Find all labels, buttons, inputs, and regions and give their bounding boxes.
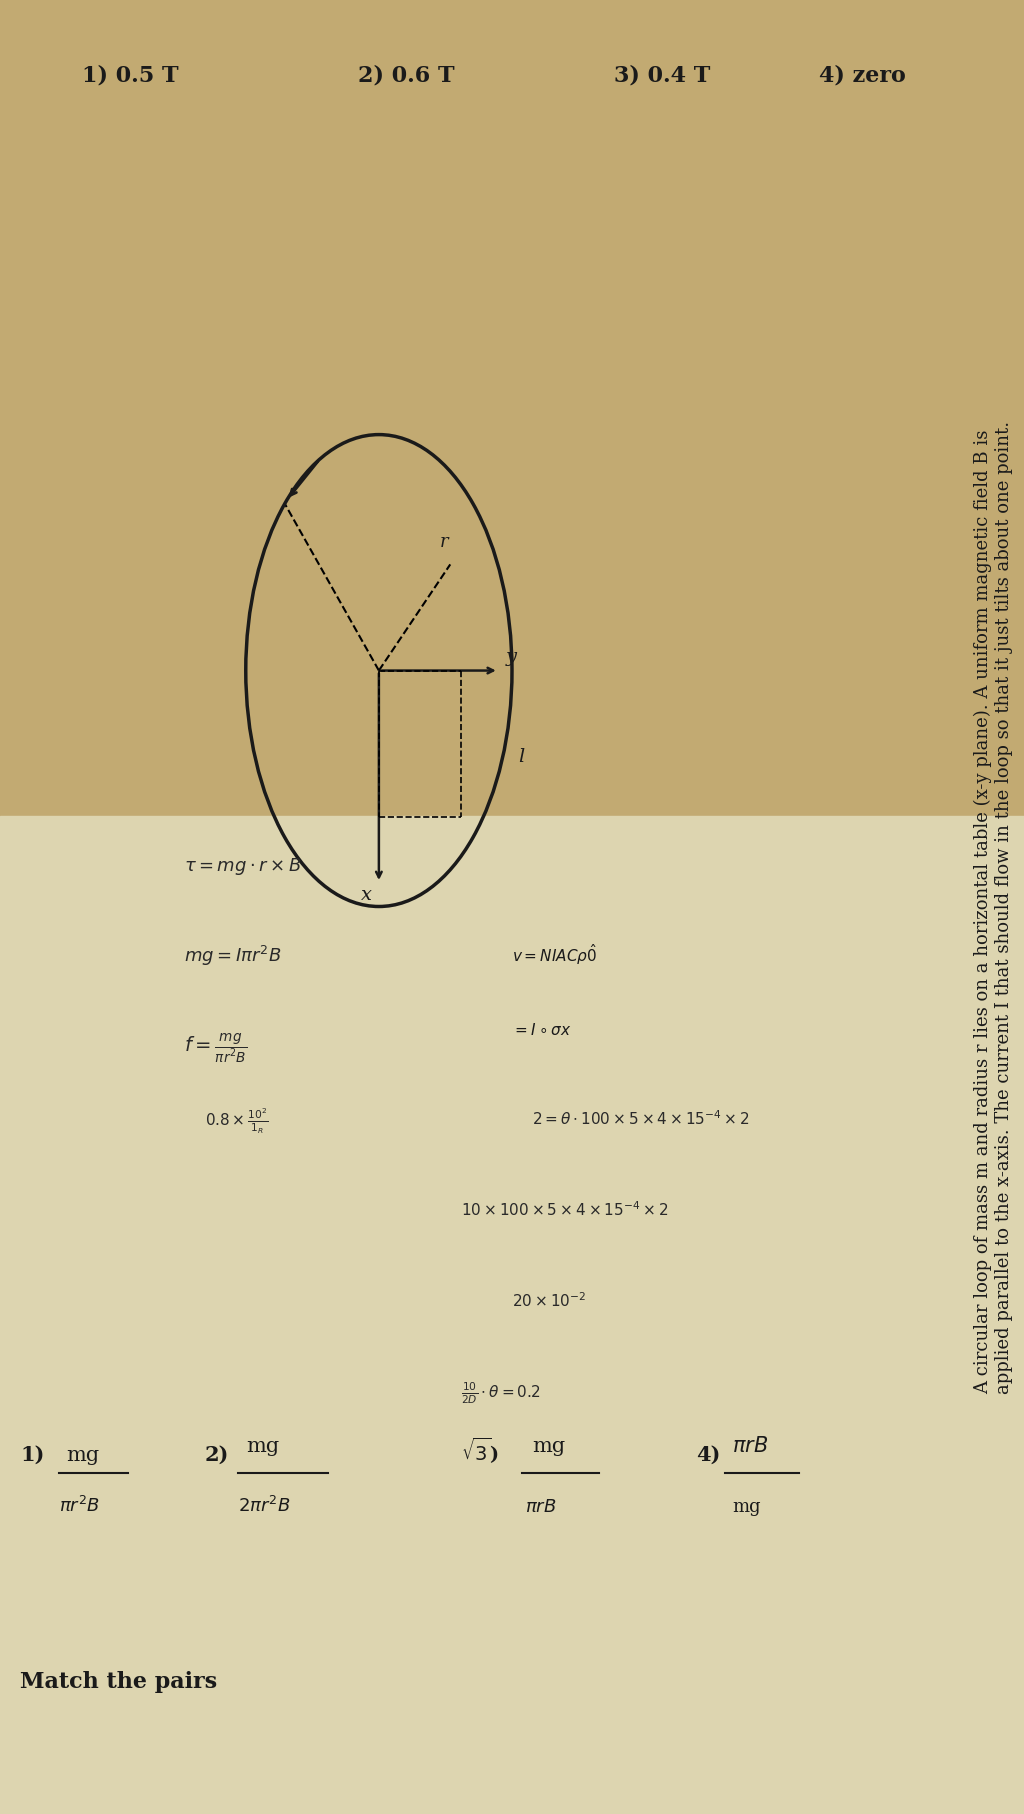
Text: $\frac{10}{2D} \cdot \theta = 0.2$: $\frac{10}{2D} \cdot \theta = 0.2$ [461,1380,541,1406]
Text: $f = \frac{mg}{\pi r^2 B}$: $f = \frac{mg}{\pi r^2 B}$ [184,1030,248,1065]
Text: mg: mg [67,1446,99,1464]
Text: x: x [360,885,372,903]
Text: mg: mg [246,1437,279,1455]
Text: $2\pi r^2 B$: $2\pi r^2 B$ [238,1495,290,1515]
Text: mg: mg [532,1437,565,1455]
Text: A circular loop of mass m and radius r lies on a horizontal table (x-y plane). A: A circular loop of mass m and radius r l… [974,421,1013,1393]
Text: $\pi r B$: $\pi r B$ [525,1497,557,1515]
Text: 3) 0.4 T: 3) 0.4 T [614,65,711,87]
Text: Match the pairs: Match the pairs [20,1671,218,1692]
Text: r: r [440,533,449,551]
Text: $\pi r B$: $\pi r B$ [732,1435,768,1455]
Text: 1): 1) [20,1444,45,1464]
Text: $0.8 \times \frac{10^2}{1_R}$: $0.8 \times \frac{10^2}{1_R}$ [205,1105,268,1136]
Text: mg: mg [732,1497,761,1515]
Text: 2): 2) [205,1444,229,1464]
Text: $20 \times 10^{-2}$: $20 \times 10^{-2}$ [512,1290,587,1310]
Bar [0,816,1024,1814]
Bar [0,0,1024,816]
Text: 4) zero: 4) zero [819,65,906,87]
Text: 2) 0.6 T: 2) 0.6 T [358,65,455,87]
Text: l: l [518,747,524,766]
Text: $mg = I \pi r^2 B$: $mg = I \pi r^2 B$ [184,943,282,967]
Text: 1) 0.5 T: 1) 0.5 T [82,65,178,87]
Text: $\pi r^2 B$: $\pi r^2 B$ [59,1495,100,1515]
Text: $\tau = m g \cdot r \times B$: $\tau = m g \cdot r \times B$ [184,856,302,876]
Text: $= I \circ \sigma x$: $= I \circ \sigma x$ [512,1021,571,1038]
Text: $2 = \theta \cdot 100 \times 5 \times 4 \times 15^{-4} \times 2$: $2 = \theta \cdot 100 \times 5 \times 4 … [532,1108,751,1128]
Text: y: y [506,648,516,666]
Text: 4): 4) [696,1444,721,1464]
Text: $10 \times 100 \times 5 \times 4 \times 15^{-4} \times 2$: $10 \times 100 \times 5 \times 4 \times … [461,1199,669,1219]
Text: $v = N I A C \rho \hat{0}$: $v = N I A C \rho \hat{0}$ [512,941,597,967]
Text: $\sqrt{3}$): $\sqrt{3}$) [461,1435,499,1466]
